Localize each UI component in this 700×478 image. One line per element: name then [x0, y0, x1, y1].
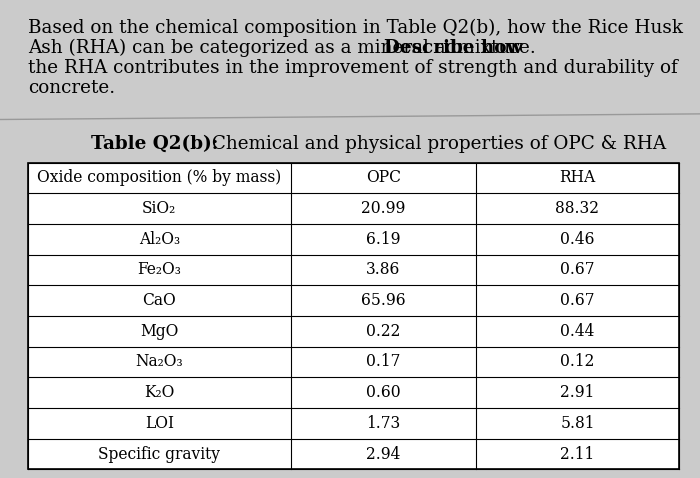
Text: LOI: LOI [145, 415, 174, 432]
Text: CaO: CaO [142, 292, 176, 309]
Text: 0.46: 0.46 [560, 231, 595, 248]
Text: Describe how: Describe how [384, 39, 522, 57]
Text: SiO₂: SiO₂ [142, 200, 176, 217]
Text: Fe₂O₃: Fe₂O₃ [137, 261, 181, 278]
Text: 0.67: 0.67 [560, 292, 595, 309]
Text: 1.73: 1.73 [366, 415, 400, 432]
Text: MgO: MgO [140, 323, 178, 340]
Text: Specific gravity: Specific gravity [98, 445, 220, 463]
Text: Chemical and physical properties of OPC & RHA: Chemical and physical properties of OPC … [206, 135, 666, 153]
Text: 5.81: 5.81 [560, 415, 595, 432]
Text: the RHA contributes in the improvement of strength and durability of: the RHA contributes in the improvement o… [28, 59, 678, 77]
Text: Oxide composition (% by mass): Oxide composition (% by mass) [37, 169, 281, 186]
Text: K₂O: K₂O [144, 384, 174, 401]
Text: RHA: RHA [559, 169, 596, 186]
Text: 0.67: 0.67 [560, 261, 595, 278]
Text: 20.99: 20.99 [361, 200, 405, 217]
Text: 0.44: 0.44 [560, 323, 595, 340]
Text: concrete.: concrete. [28, 79, 115, 98]
Text: 0.12: 0.12 [560, 354, 595, 370]
Text: Al₂O₃: Al₂O₃ [139, 231, 180, 248]
Text: OPC: OPC [365, 169, 400, 186]
Text: 3.86: 3.86 [366, 261, 400, 278]
Text: 0.22: 0.22 [366, 323, 400, 340]
Text: Based on the chemical composition in Table Q2(b), how the Rice Husk: Based on the chemical composition in Tab… [28, 19, 683, 37]
Text: 88.32: 88.32 [556, 200, 599, 217]
Text: 65.96: 65.96 [361, 292, 405, 309]
Text: 0.60: 0.60 [366, 384, 400, 401]
Text: 2.94: 2.94 [366, 445, 400, 463]
Text: Ash (RHA) can be categorized as a mineral admixture.: Ash (RHA) can be categorized as a minera… [28, 39, 542, 57]
Text: Na₂O₃: Na₂O₃ [135, 354, 183, 370]
Text: 2.91: 2.91 [560, 384, 595, 401]
Text: Table Q2(b):: Table Q2(b): [91, 135, 218, 153]
Text: 2.11: 2.11 [561, 445, 594, 463]
FancyBboxPatch shape [28, 163, 679, 469]
Text: 6.19: 6.19 [366, 231, 400, 248]
Text: 0.17: 0.17 [366, 354, 400, 370]
